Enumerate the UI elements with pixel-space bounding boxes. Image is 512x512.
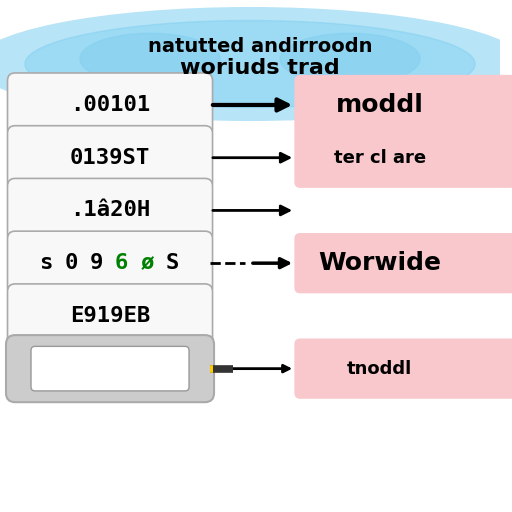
Ellipse shape [37, 23, 212, 84]
Ellipse shape [80, 33, 220, 84]
Ellipse shape [280, 33, 420, 84]
Text: 9: 9 [90, 253, 103, 273]
Text: 0139ST: 0139ST [70, 147, 150, 168]
FancyBboxPatch shape [295, 233, 512, 293]
Text: natutted andirroodn: natutted andirroodn [148, 36, 372, 56]
Text: ter cl are: ter cl are [334, 148, 426, 167]
Text: woriuds trad: woriuds trad [180, 57, 340, 78]
FancyBboxPatch shape [8, 73, 212, 137]
FancyBboxPatch shape [295, 128, 512, 187]
Ellipse shape [150, 15, 350, 77]
FancyBboxPatch shape [8, 231, 212, 295]
Ellipse shape [25, 20, 475, 108]
FancyBboxPatch shape [6, 335, 214, 402]
FancyBboxPatch shape [8, 125, 212, 189]
Text: S: S [166, 253, 179, 273]
Text: tnoddl: tnoddl [347, 359, 413, 378]
Ellipse shape [0, 36, 105, 87]
FancyBboxPatch shape [8, 179, 212, 243]
Text: Worwide: Worwide [318, 251, 441, 275]
FancyBboxPatch shape [295, 75, 512, 134]
Ellipse shape [295, 20, 455, 82]
Text: .00101: .00101 [70, 95, 150, 115]
Text: s: s [39, 253, 52, 273]
Ellipse shape [395, 31, 505, 82]
FancyBboxPatch shape [295, 339, 512, 398]
Text: .1â20H: .1â20H [70, 200, 150, 221]
Text: ø: ø [140, 253, 154, 273]
Text: E919EB: E919EB [70, 306, 150, 326]
FancyBboxPatch shape [8, 284, 212, 348]
Text: 0: 0 [65, 253, 78, 273]
FancyBboxPatch shape [31, 346, 189, 391]
Text: 6: 6 [115, 253, 129, 273]
Ellipse shape [0, 8, 512, 120]
Text: moddl: moddl [336, 93, 424, 117]
